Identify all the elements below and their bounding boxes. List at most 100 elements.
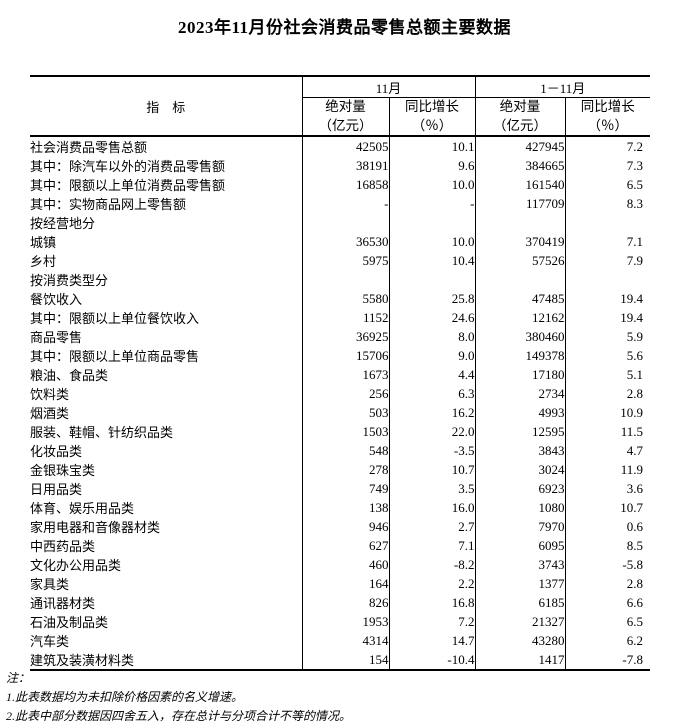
header-group-row: 指 标 11月 1－11月 — [30, 76, 650, 137]
row-label: 化妆品类 — [30, 441, 303, 460]
cell-ytd-yoy: 10.9 — [620, 404, 643, 420]
cell-ytd-absolute: 21327 — [475, 612, 566, 631]
cell-nov-absolute: 4314 — [302, 631, 390, 650]
header-abs-line2: （亿元） — [318, 117, 373, 133]
cell-ytd-absolute: 370419 — [475, 232, 566, 251]
footnote-label: 注： — [6, 671, 31, 685]
table-row: 其中：除汽车以外的消费品零售额 38191 9.6 384665 7.3 — [30, 156, 650, 175]
header-nov-yoy: 同比增长 （％） — [389, 97, 476, 137]
row-label: 汽车类 — [30, 631, 303, 650]
cell-ytd-yoy: 3.6 — [626, 480, 643, 496]
cell-nov-absolute: 256 — [302, 384, 390, 403]
table-row: 商品零售 36925 8.0 380460 5.9 — [30, 327, 650, 346]
header-abs-line1: 绝对量 — [325, 99, 366, 115]
cell-ytd-absolute: 6185 — [475, 593, 566, 612]
cell-ytd-absolute: 149378 — [475, 346, 566, 365]
cell-ytd-absolute: 57526 — [475, 251, 566, 270]
cell-nov-absolute: 1673 — [302, 365, 390, 384]
row-label: 体育、娱乐用品类 — [30, 498, 303, 517]
row-label: 其中：除汽车以外的消费品零售额 — [30, 156, 303, 175]
cell-nov-absolute: 36530 — [302, 232, 390, 251]
cell-ytd-yoy: 11.5 — [620, 423, 643, 439]
cell-ytd-yoy — [565, 270, 650, 289]
cell-nov-yoy: 14.7 — [389, 631, 476, 650]
table-row: 家具类 164 2.2 1377 2.8 — [30, 574, 650, 593]
cell-nov-yoy — [389, 213, 476, 232]
row-label: 社会消费品零售总额 — [30, 136, 303, 156]
table-row: 化妆品类 548 -3.5 3843 4.7 — [30, 441, 650, 460]
row-label: 其中：实物商品网上零售额 — [30, 194, 303, 213]
header-yoy-line2: （％） — [587, 117, 629, 133]
table-row: 城镇 36530 10.0 370419 7.1 — [30, 232, 650, 251]
row-label: 粮油、食品类 — [30, 365, 303, 384]
cell-nov-absolute: 460 — [302, 555, 390, 574]
cell-ytd-yoy: 0.6 — [626, 518, 643, 534]
table-row: 其中：限额以上单位餐饮收入 1152 24.6 12162 19.4 — [30, 308, 650, 327]
row-label: 建筑及装潢材料类 — [30, 650, 303, 670]
cell-ytd-absolute: 7970 — [475, 517, 566, 536]
table-row: 乡村 5975 10.4 57526 7.9 — [30, 251, 650, 270]
header-ytd-absolute: 绝对量 （亿元） — [475, 97, 566, 137]
table-header: 指 标 11月 1－11月 绝对量 （亿元） 同比增长 （％） 绝对量 — [30, 76, 650, 137]
cell-nov-yoy: 8.0 — [389, 327, 476, 346]
cell-nov-absolute: 5975 — [302, 251, 390, 270]
cell-nov-yoy: 16.2 — [389, 403, 476, 422]
cell-ytd-yoy: 4.7 — [626, 442, 643, 458]
cell-nov-yoy — [389, 270, 476, 289]
cell-nov-absolute: 16858 — [302, 175, 390, 194]
cell-ytd-yoy: 7.3 — [626, 157, 643, 173]
footnote-item: 2.此表中部分数据因四舍五入，存在总计与分项合计不等的情况。 — [6, 709, 352, 723]
cell-nov-absolute: 278 — [302, 460, 390, 479]
cell-nov-yoy: 7.1 — [389, 536, 476, 555]
row-label: 餐饮收入 — [30, 289, 303, 308]
table-row: 汽车类 4314 14.7 43280 6.2 — [30, 631, 650, 650]
cell-ytd-yoy: 6.5 — [626, 613, 643, 629]
cell-nov-absolute — [302, 270, 390, 289]
cell-ytd-absolute: 47485 — [475, 289, 566, 308]
cell-nov-absolute: 138 — [302, 498, 390, 517]
row-label: 乡村 — [30, 251, 303, 270]
table-row: 体育、娱乐用品类 138 16.0 1080 10.7 — [30, 498, 650, 517]
table-row: 建筑及装潢材料类 154 -10.4 1417 -7.8 — [30, 650, 650, 670]
cell-ytd-absolute: 1080 — [475, 498, 566, 517]
table-row: 其中：实物商品网上零售额 - - 117709 8.3 — [30, 194, 650, 213]
cell-ytd-absolute — [475, 270, 566, 289]
table-row: 日用品类 749 3.5 6923 3.6 — [30, 479, 650, 498]
row-label: 金银珠宝类 — [30, 460, 303, 479]
table-row: 文化办公用品类 460 -8.2 3743 -5.8 — [30, 555, 650, 574]
cell-nov-absolute — [302, 213, 390, 232]
cell-nov-absolute: 36925 — [302, 327, 390, 346]
header-ytd-yoy: 同比增长 （％） — [565, 97, 650, 137]
table-row: 家用电器和音像器材类 946 2.7 7970 0.6 — [30, 517, 650, 536]
cell-ytd-yoy: 2.8 — [626, 575, 643, 591]
cell-ytd-yoy: 6.6 — [626, 594, 643, 610]
cell-nov-yoy: 4.4 — [389, 365, 476, 384]
cell-nov-absolute: 5580 — [302, 289, 390, 308]
cell-ytd-absolute: 6923 — [475, 479, 566, 498]
cell-nov-yoy: -10.4 — [389, 650, 476, 670]
header-indicator: 指 标 — [30, 76, 303, 137]
table-row: 其中：限额以上单位商品零售 15706 9.0 149378 5.6 — [30, 346, 650, 365]
cell-ytd-yoy: 10.7 — [620, 499, 643, 515]
cell-nov-yoy: 25.8 — [389, 289, 476, 308]
cell-ytd-absolute: 12595 — [475, 422, 566, 441]
cell-nov-yoy: 7.2 — [389, 612, 476, 631]
cell-ytd-absolute: 2734 — [475, 384, 566, 403]
header-yoy-line2: （％） — [411, 117, 453, 133]
header-group-jan-nov: 1－11月 — [475, 76, 650, 98]
cell-nov-yoy: 2.7 — [389, 517, 476, 536]
row-label: 按经营地分 — [30, 213, 303, 232]
cell-nov-yoy: 10.7 — [389, 460, 476, 479]
cell-ytd-absolute: 384665 — [475, 156, 566, 175]
footnote-item: 1.此表数据均为未扣除价格因素的名义增速。 — [6, 690, 244, 704]
cell-nov-yoy: -3.5 — [389, 441, 476, 460]
cell-nov-absolute: 42505 — [302, 136, 390, 156]
cell-nov-absolute: 15706 — [302, 346, 390, 365]
cell-nov-absolute: 548 — [302, 441, 390, 460]
cell-nov-absolute: 38191 — [302, 156, 390, 175]
header-yoy-line1: 同比增长 — [405, 99, 459, 115]
row-label: 其中：限额以上单位商品零售 — [30, 346, 303, 365]
cell-ytd-yoy: 19.4 — [620, 290, 643, 306]
row-label: 服装、鞋帽、针纺织品类 — [30, 422, 303, 441]
